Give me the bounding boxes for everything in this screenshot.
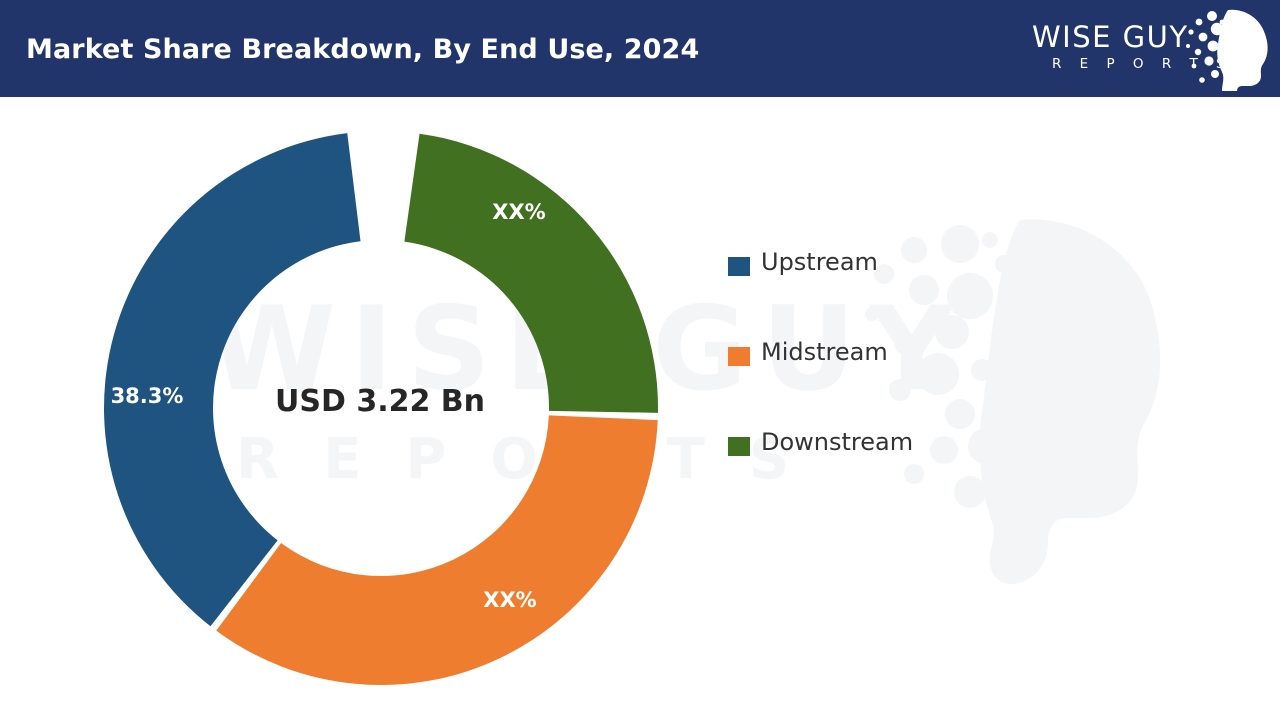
slice-data-label-midstream: XX%	[483, 588, 536, 612]
donut-slices	[103, 133, 658, 685]
logo-subword-text: R E P O R T S	[1052, 56, 1232, 72]
dotted-head-profile-icon	[1186, 9, 1268, 91]
wise-guy-reports-logo: WISE GUY R E P O R T S	[1022, 4, 1274, 92]
legend-label-downstream: Downstream	[761, 428, 914, 456]
legend-item-midstream[interactable]: Midstream	[728, 338, 1028, 437]
page-title: Market Share Breakdown, By End Use, 2024	[26, 34, 700, 65]
legend-item-downstream[interactable]: Downstream	[728, 428, 1028, 527]
slice-data-label-downstream: XX%	[492, 200, 545, 224]
donut-center-label: USD 3.22 Bn	[275, 384, 485, 419]
legend-swatch-downstream	[728, 437, 750, 456]
legend-item-upstream[interactable]: Upstream	[728, 248, 1028, 347]
legend-swatch-midstream	[728, 347, 750, 366]
donut-slice-labels: 38.3% XX% XX%	[111, 200, 546, 612]
legend-swatch-upstream	[728, 257, 750, 276]
legend-label-upstream: Upstream	[761, 248, 878, 276]
slice-data-label-upstream: 38.3%	[111, 384, 184, 408]
logo-wordmark-text: WISE GUY	[1032, 20, 1189, 54]
donut-slice-downstream[interactable]	[404, 133, 658, 413]
header-bar: Market Share Breakdown, By End Use, 2024…	[0, 0, 1280, 97]
chart-plot-area: WISE GUY REPORTS	[0, 97, 1280, 720]
chart-legend: Upstream Midstream Downstream	[728, 248, 1028, 527]
donut-slice-midstream[interactable]	[216, 415, 658, 685]
legend-label-midstream: Midstream	[761, 338, 888, 366]
donut-chart: 38.3% XX% XX%	[103, 133, 658, 685]
donut-slice-upstream[interactable]	[103, 133, 361, 627]
